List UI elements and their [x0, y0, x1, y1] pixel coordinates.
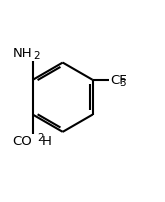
- Text: CF: CF: [110, 73, 127, 86]
- Text: 2: 2: [37, 133, 43, 142]
- Text: CO: CO: [12, 135, 32, 148]
- Text: H: H: [42, 135, 52, 148]
- Text: 2: 2: [33, 51, 40, 61]
- Text: NH: NH: [13, 47, 33, 60]
- Text: 3: 3: [119, 78, 126, 88]
